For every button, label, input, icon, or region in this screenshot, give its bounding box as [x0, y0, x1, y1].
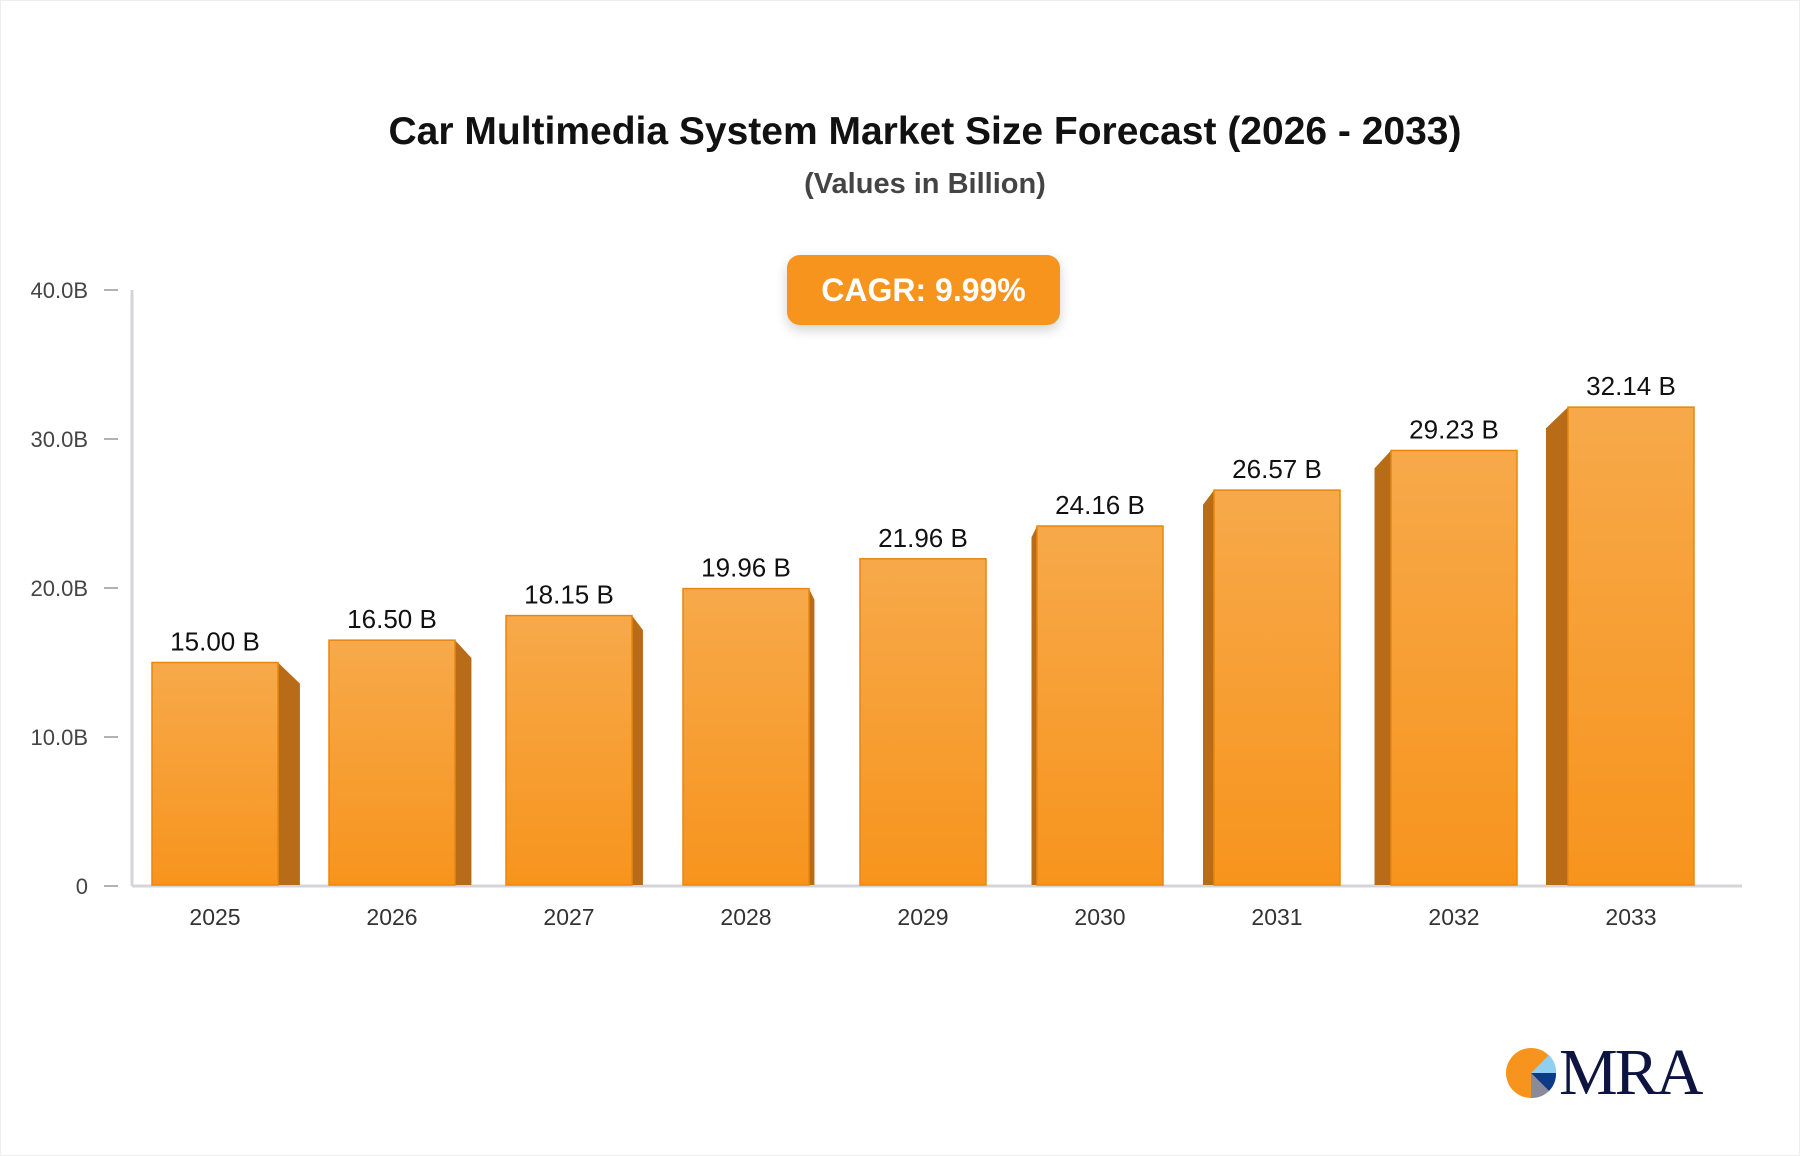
x-tick-label: 2027 [543, 904, 594, 930]
data-label: 29.23 B [1409, 414, 1499, 444]
x-tick-label: 2033 [1605, 904, 1656, 930]
y-tick-label: 40.0B [31, 278, 89, 303]
chart-subtitle: (Values in Billion) [804, 168, 1046, 200]
x-tick-label: 2030 [1074, 904, 1125, 930]
pie-logo-icon [1506, 1048, 1557, 1099]
bar [1390, 449, 1518, 886]
bar [1036, 525, 1164, 886]
bar-side [809, 588, 815, 885]
data-label: 21.96 B [878, 523, 968, 553]
data-label: 16.50 B [347, 604, 437, 634]
x-tick-label: 2026 [366, 904, 417, 930]
y-tick-label: 0 [76, 874, 88, 899]
data-label: 15.00 B [170, 627, 260, 657]
data-label: 19.96 B [701, 553, 791, 583]
bar-side [1546, 407, 1568, 885]
y-tick-label: 30.0B [31, 427, 89, 452]
data-label: 26.57 B [1232, 454, 1322, 484]
bar-side [278, 662, 300, 885]
logo-text: MRA [1559, 1036, 1703, 1109]
cagr-badge: CAGR: 9.99% [787, 255, 1060, 325]
chart-title: Car Multimedia System Market Size Foreca… [388, 110, 1462, 153]
x-tick-label: 2031 [1251, 904, 1302, 930]
bar-side [1374, 450, 1391, 885]
y-tick-label: 10.0B [31, 725, 89, 750]
bar [505, 614, 633, 886]
bar-side [632, 615, 643, 885]
bar [859, 558, 987, 886]
bar [1213, 489, 1341, 886]
bar [1567, 406, 1695, 886]
bar-side [1031, 526, 1037, 885]
data-label: 32.14 B [1586, 371, 1676, 401]
x-tick-label: 2028 [720, 904, 771, 930]
x-tick-label: 2032 [1428, 904, 1479, 930]
data-label: 24.16 B [1055, 490, 1145, 520]
bar [682, 587, 810, 886]
x-tick-label: 2025 [189, 904, 240, 930]
mra-logo: MRA [1505, 1036, 1703, 1109]
bar-side [1202, 490, 1214, 885]
bar [328, 639, 456, 886]
bar [151, 661, 279, 886]
data-label: 18.15 B [524, 580, 614, 610]
y-tick-label: 20.0B [31, 576, 89, 601]
x-tick-label: 2029 [897, 904, 948, 930]
bar-side [455, 640, 472, 885]
